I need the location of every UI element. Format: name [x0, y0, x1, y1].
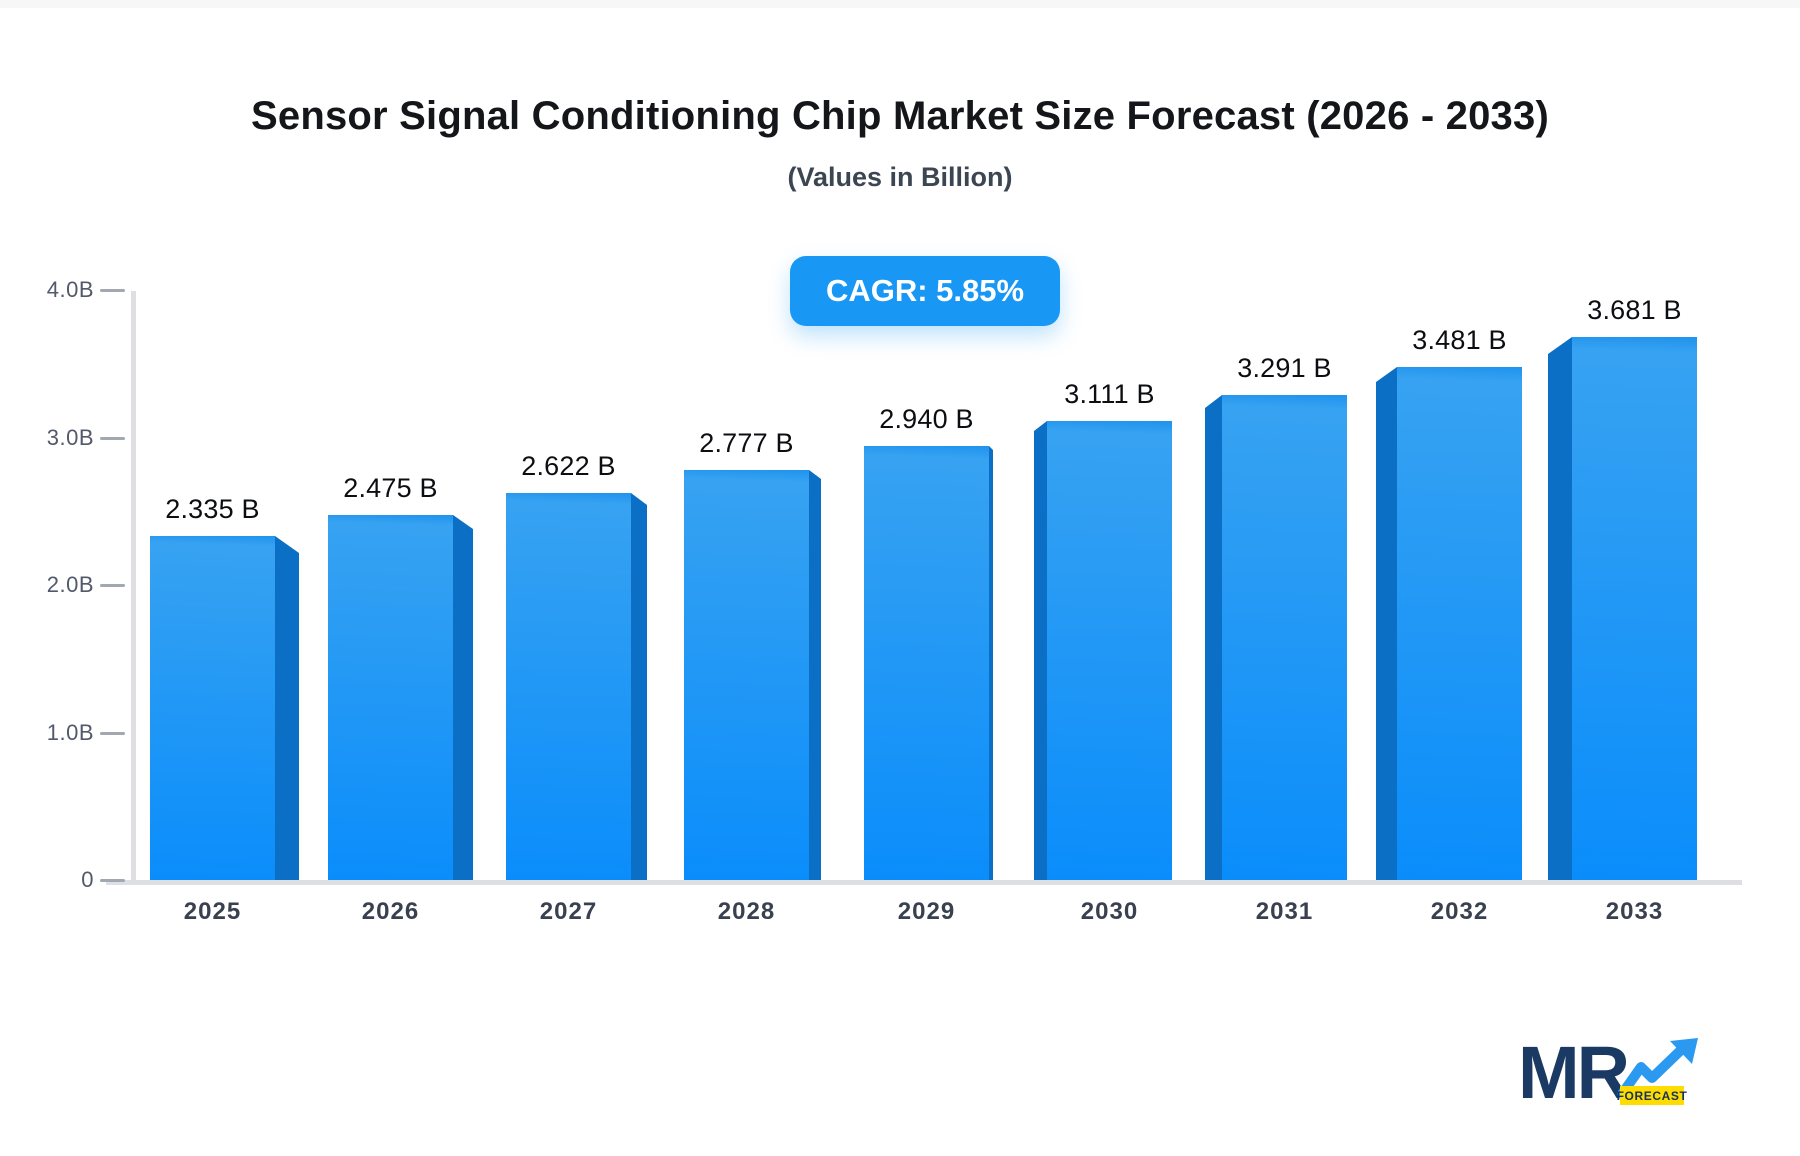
bar-2033 — [1572, 337, 1697, 880]
bar-3d-side-2033 — [1548, 337, 1572, 880]
y-axis-tick — [100, 436, 125, 440]
chart-title: Sensor Signal Conditioning Chip Market S… — [251, 94, 1549, 138]
bar-value-label-2025: 2.335 B — [165, 494, 260, 524]
bar-3d-side-2030 — [1034, 421, 1047, 880]
bar-2031 — [1222, 395, 1347, 880]
y-axis-tick — [100, 879, 125, 882]
bar-value-label-2029: 2.940 B — [879, 404, 974, 434]
x-axis-label-2025: 2025 — [183, 898, 242, 925]
y-axis-tick-label: 3.0B — [46, 424, 94, 450]
x-axis-label-2032: 2032 — [1430, 898, 1489, 925]
x-axis-label-2027: 2027 — [539, 898, 598, 925]
x-axis-label-2029: 2029 — [897, 898, 956, 925]
bar-3d-side-2025 — [275, 536, 299, 880]
y-axis-tick — [100, 584, 125, 587]
bar-value-label-2031: 3.291 B — [1237, 353, 1332, 383]
x-axis-label-2033: 2033 — [1605, 898, 1664, 925]
chart-subtitle: (Values in Billion) — [787, 162, 1013, 192]
y-axis-tick-label: 0 — [81, 867, 94, 892]
logo-forecast-label: FORECAST — [1617, 1086, 1687, 1105]
y-axis-line — [131, 291, 136, 883]
bar-value-label-2028: 2.777 B — [699, 428, 794, 458]
brand-logo: MR FORECAST — [1518, 1032, 1718, 1122]
y-axis-tick-label: 1.0B — [46, 719, 94, 745]
y-axis-tick — [100, 731, 125, 735]
bar-2028 — [684, 470, 809, 880]
x-axis-label-2026: 2026 — [361, 898, 420, 925]
bar-3d-side-2031 — [1205, 395, 1222, 880]
bar-2032 — [1397, 367, 1522, 880]
bar-2026 — [328, 515, 453, 880]
y-axis-tick-label: 4.0B — [46, 277, 94, 302]
cagr-badge: CAGR: 5.85% — [790, 256, 1060, 326]
y-axis-tick-label: 2.0B — [46, 572, 94, 597]
bar-2025 — [150, 536, 275, 880]
top-border-strip — [0, 0, 1800, 8]
bar-value-label-2027: 2.622 B — [521, 451, 616, 481]
x-axis-label-2030: 2030 — [1080, 898, 1139, 925]
bar-value-label-2033: 3.681 B — [1587, 295, 1682, 325]
bar-value-label-2026: 2.475 B — [343, 473, 438, 503]
bar-3d-side-2029 — [989, 446, 993, 880]
bar-value-label-2030: 3.111 B — [1064, 379, 1155, 409]
bar-3d-side-2032 — [1376, 367, 1397, 880]
x-axis-label-2031: 2031 — [1255, 898, 1314, 925]
bar-3d-side-2028 — [809, 470, 821, 880]
y-axis-tick — [100, 289, 125, 292]
bar-2029 — [864, 446, 989, 880]
bar-2030 — [1047, 421, 1172, 880]
logo-mr-text: MR — [1518, 1031, 1630, 1114]
bar-2027 — [506, 493, 631, 880]
bar-3d-side-2026 — [453, 515, 473, 880]
bar-3d-side-2027 — [631, 493, 647, 880]
x-axis-label-2028: 2028 — [717, 898, 776, 925]
trend-arrow-icon — [1617, 1038, 1698, 1099]
bar-value-label-2032: 3.481 B — [1412, 325, 1507, 355]
x-axis-baseline — [106, 880, 1742, 885]
